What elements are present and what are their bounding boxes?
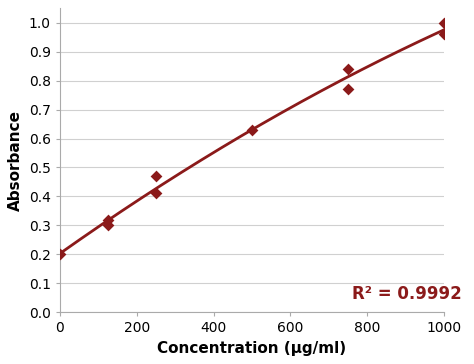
- Y-axis label: Absorbance: Absorbance: [9, 110, 23, 211]
- Point: [152, 191, 160, 197]
- Point: [152, 173, 160, 179]
- Point: [344, 66, 352, 72]
- Point: [344, 86, 352, 92]
- Text: R² = 0.9992: R² = 0.9992: [352, 285, 462, 304]
- Point: [104, 222, 112, 228]
- Point: [248, 127, 256, 133]
- Point: [104, 217, 112, 222]
- Point: [440, 31, 448, 37]
- Point: [440, 20, 448, 26]
- Point: [56, 251, 64, 257]
- X-axis label: Concentration (μg/ml): Concentration (μg/ml): [157, 341, 346, 356]
